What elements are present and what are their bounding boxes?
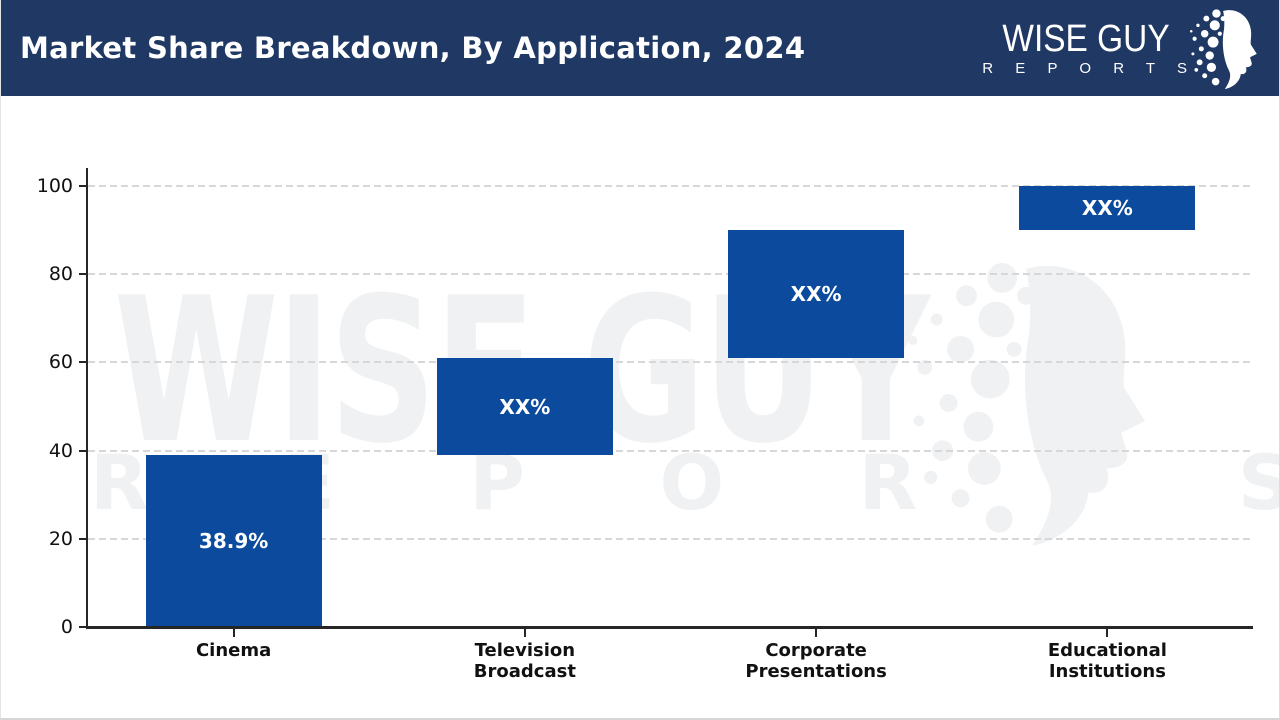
gridline bbox=[88, 449, 1253, 452]
page-title: Market Share Breakdown, By Application, … bbox=[20, 31, 806, 65]
x-axis-tick-mark bbox=[523, 629, 526, 637]
x-axis-tick-mark bbox=[1106, 629, 1109, 637]
gridline bbox=[88, 361, 1253, 364]
header-bar: Market Share Breakdown, By Application, … bbox=[0, 0, 1280, 96]
logo-wordmark: WISE GUY bbox=[1002, 17, 1170, 60]
bar-value-label: XX% bbox=[790, 282, 842, 307]
bar-segment-3: XX% bbox=[728, 230, 905, 358]
x-axis-tick-mark bbox=[232, 629, 235, 637]
y-axis-line bbox=[86, 168, 88, 629]
x-axis-category-label: Television Broadcast bbox=[473, 640, 576, 682]
y-axis-tick-mark bbox=[79, 449, 87, 452]
y-axis-tick-mark bbox=[79, 626, 87, 628]
x-axis-line bbox=[86, 626, 1253, 629]
logo-subtext: R E P O R T S bbox=[982, 59, 1196, 77]
y-axis-tick-label: 100 bbox=[36, 175, 73, 197]
y-axis-tick-label: 20 bbox=[48, 527, 73, 550]
gridline bbox=[88, 185, 1253, 187]
x-axis-category-label: Cinema bbox=[195, 640, 272, 661]
bar-segment-1: 38.9% bbox=[145, 455, 322, 627]
x-axis-category-label: Educational Institutions bbox=[1047, 640, 1167, 682]
y-axis-tick-label: 0 bbox=[60, 616, 73, 638]
y-axis-tick-label: 40 bbox=[48, 439, 73, 462]
bar-value-label: XX% bbox=[1081, 196, 1133, 221]
wiseguy-logo-text: WISE GUY R E P O R T S bbox=[976, 20, 1196, 77]
y-axis-tick-mark bbox=[79, 273, 87, 276]
bar-value-label: XX% bbox=[499, 394, 551, 419]
y-axis-tick-mark bbox=[79, 361, 87, 364]
y-axis-tick-mark bbox=[79, 185, 87, 187]
x-axis-tick-mark bbox=[815, 629, 818, 637]
y-axis-tick-label: 60 bbox=[48, 351, 73, 374]
y-axis-tick-mark bbox=[79, 537, 87, 540]
gridline bbox=[88, 537, 1253, 540]
bar-segment-2: XX% bbox=[436, 357, 613, 456]
bar-value-label: 38.9% bbox=[198, 529, 269, 554]
gridline bbox=[88, 273, 1253, 276]
wiseguy-logo: WISE GUY R E P O R T S bbox=[976, 0, 1266, 96]
bar-segment-4: XX% bbox=[1019, 186, 1196, 231]
y-axis-tick-label: 80 bbox=[48, 263, 73, 286]
x-axis-category-label: Corporate Presentations bbox=[745, 640, 887, 682]
